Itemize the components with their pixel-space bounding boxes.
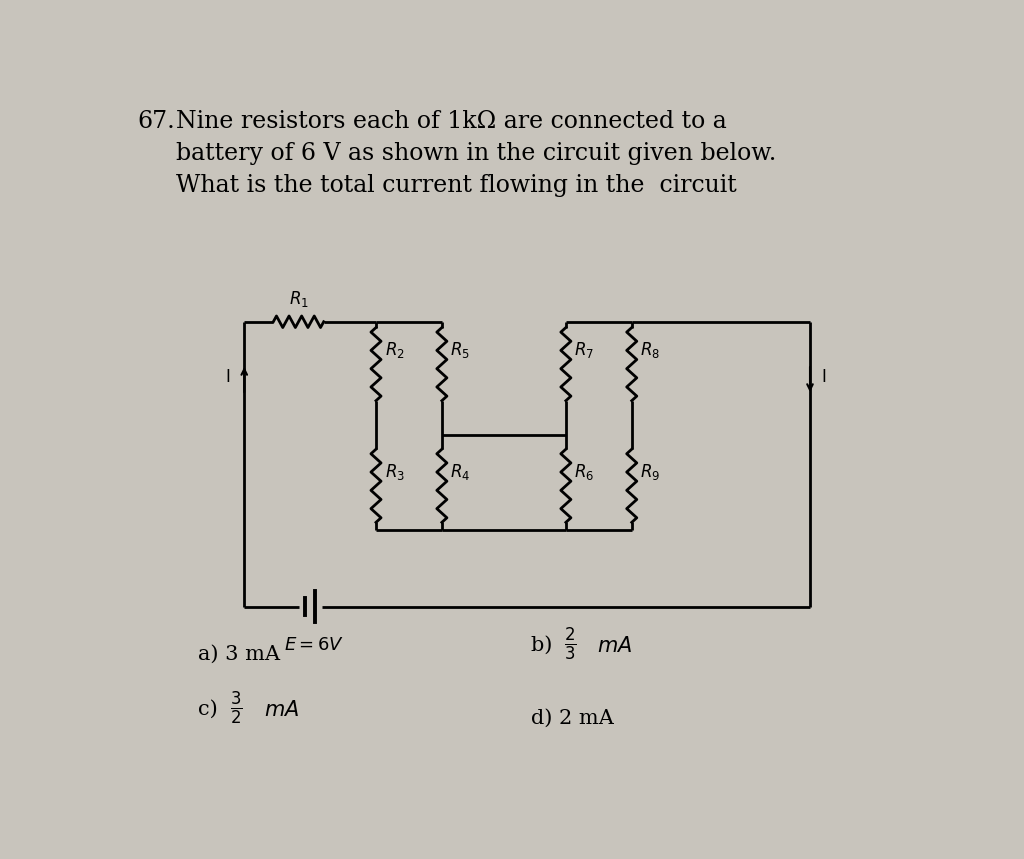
Text: $R_9$: $R_9$ xyxy=(640,462,660,482)
Text: I: I xyxy=(821,369,826,387)
Text: $R_3$: $R_3$ xyxy=(385,462,404,482)
Text: b): b) xyxy=(531,636,559,655)
Text: I: I xyxy=(225,369,230,387)
Text: $\frac{2}{3}$: $\frac{2}{3}$ xyxy=(563,626,577,663)
Text: $E=6V$: $E=6V$ xyxy=(284,636,344,654)
Text: $R_6$: $R_6$ xyxy=(574,462,595,482)
Text: $R_4$: $R_4$ xyxy=(451,462,471,482)
Text: Nine resistors each of 1kΩ are connected to a
battery of 6 V as shown in the cir: Nine resistors each of 1kΩ are connected… xyxy=(176,110,776,197)
Text: d) 2 mA: d) 2 mA xyxy=(531,709,613,728)
Text: $R_2$: $R_2$ xyxy=(385,340,404,360)
Text: a) 3 mA: a) 3 mA xyxy=(198,645,280,664)
Text: $mA$: $mA$ xyxy=(597,636,632,656)
Text: $R_7$: $R_7$ xyxy=(574,340,595,360)
Text: $R_5$: $R_5$ xyxy=(451,340,470,360)
Text: c): c) xyxy=(198,700,224,719)
Text: $\frac{3}{2}$: $\frac{3}{2}$ xyxy=(230,690,243,728)
Text: $R_8$: $R_8$ xyxy=(640,340,660,360)
Text: $R_1$: $R_1$ xyxy=(289,289,308,308)
Text: 67.: 67. xyxy=(137,110,175,133)
Text: $mA$: $mA$ xyxy=(263,700,299,720)
